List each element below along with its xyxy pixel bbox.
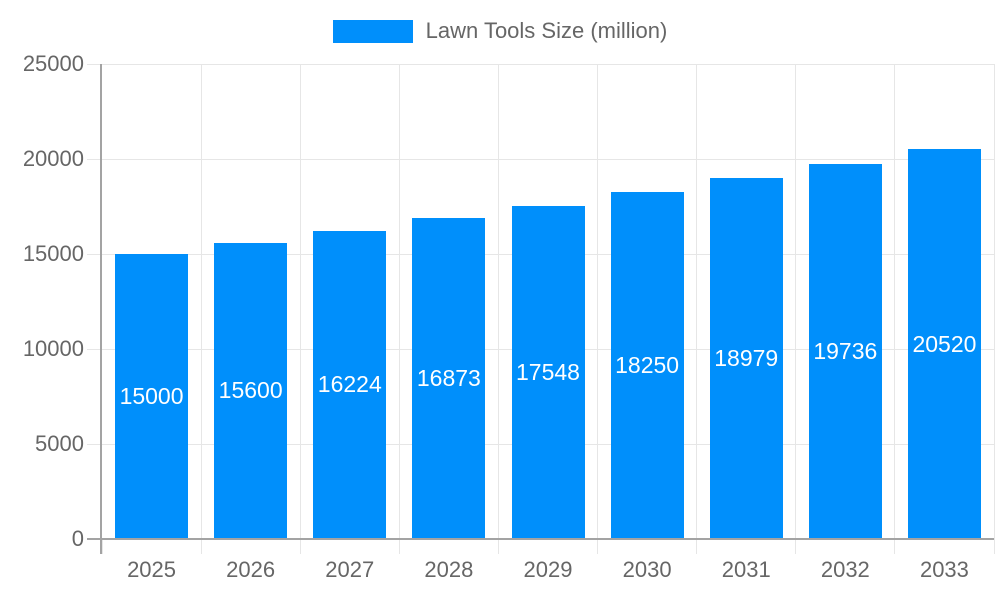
gridline-vertical	[795, 64, 797, 539]
x-axis-tick-label: 2028	[424, 557, 474, 582]
x-axis-tick	[101, 539, 103, 554]
y-axis-tick-label: 5000	[35, 431, 84, 456]
y-axis-tick	[87, 443, 102, 445]
bar[interactable]: 16224	[313, 230, 387, 539]
x-axis-tick	[795, 539, 797, 554]
bar[interactable]: 20520	[907, 149, 981, 539]
legend-swatch	[332, 19, 413, 43]
bar[interactable]: 18979	[709, 178, 783, 539]
bar-value-label: 18250	[615, 352, 680, 379]
bar-value-label: 15000	[119, 383, 184, 409]
y-axis-tick-label: 25000	[22, 51, 84, 76]
x-axis-tick-label: 2026	[226, 557, 276, 582]
bar[interactable]: 18250	[610, 192, 684, 539]
legend-item[interactable]: Lawn Tools Size (million)	[0, 17, 1000, 45]
x-axis-tick-label: 2029	[523, 557, 573, 582]
y-axis-tick-label: 0	[71, 526, 84, 551]
bar-value-label: 17548	[516, 358, 580, 385]
bar-value-label: 16873	[416, 365, 481, 392]
bar[interactable]: 15600	[214, 242, 288, 539]
y-axis-tick	[87, 158, 102, 160]
gridline-vertical	[597, 64, 599, 539]
x-axis-tick-label: 2030	[622, 557, 672, 582]
gridline-vertical	[299, 64, 301, 539]
y-axis-tick-label: 20000	[22, 146, 84, 171]
gridline-vertical	[398, 64, 400, 539]
y-axis-tick	[87, 253, 102, 255]
x-axis-tick	[497, 539, 499, 554]
bar-value-label: 16224	[317, 371, 382, 398]
y-axis-line	[100, 64, 102, 554]
x-axis-tick-label: 2032	[820, 557, 870, 582]
bar[interactable]: 19736	[808, 164, 882, 539]
x-axis-tick	[597, 539, 599, 554]
bar-value-label: 18979	[714, 345, 779, 372]
x-axis-line	[87, 538, 994, 540]
gridline-vertical	[497, 64, 499, 539]
gridline-vertical	[696, 64, 698, 539]
gridline-vertical	[200, 64, 202, 539]
gridline-horizontal	[102, 158, 994, 160]
bar[interactable]: 16873	[412, 218, 486, 539]
y-axis-tick-label: 15000	[22, 241, 84, 266]
x-axis-tick	[894, 539, 896, 554]
gridline-vertical	[894, 64, 896, 539]
x-axis-tick	[200, 539, 202, 554]
gridline-vertical	[993, 64, 995, 539]
y-axis-tick	[87, 348, 102, 350]
bar[interactable]: 15000	[115, 254, 189, 539]
y-axis-tick	[87, 63, 102, 65]
x-axis-tick-label: 2031	[721, 557, 771, 582]
x-axis-tick	[993, 539, 995, 554]
bar-value-label: 20520	[912, 330, 977, 357]
bar-value-label: 19736	[813, 338, 878, 364]
bar[interactable]: 17548	[511, 205, 585, 539]
x-axis-tick-label: 2033	[919, 557, 969, 582]
legend-label: Lawn Tools Size (million)	[425, 18, 668, 43]
y-axis-tick-label: 10000	[22, 336, 84, 361]
x-axis-tick-label: 2027	[325, 557, 375, 582]
x-axis-tick	[398, 539, 400, 554]
x-axis-tick	[299, 539, 301, 554]
bar-value-label: 15600	[218, 377, 283, 404]
x-axis-tick	[696, 539, 698, 554]
gridline-horizontal	[102, 63, 994, 65]
x-axis-tick-label: 2025	[127, 557, 177, 582]
